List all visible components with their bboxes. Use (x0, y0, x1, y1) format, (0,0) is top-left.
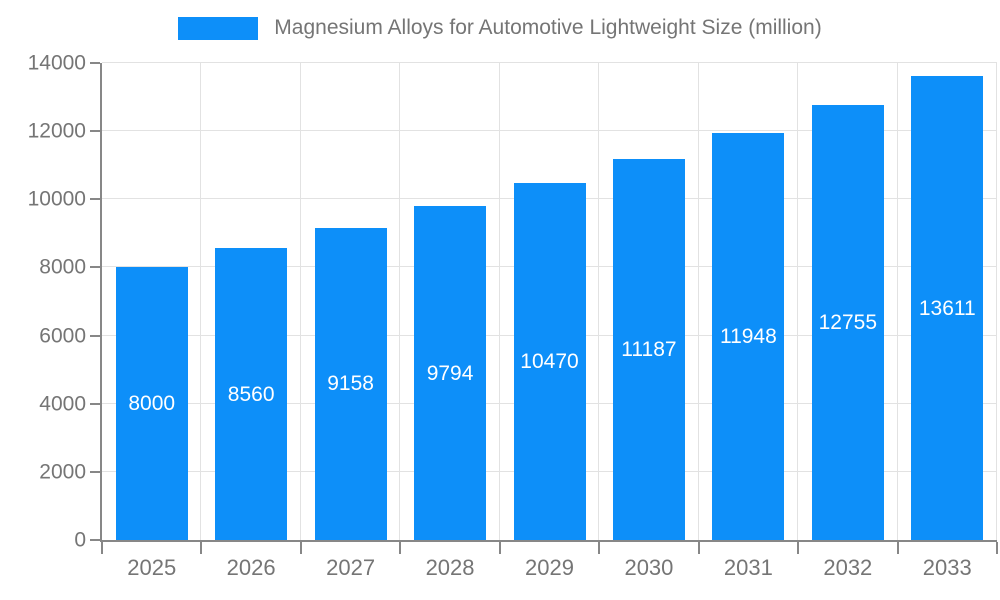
gridline-vertical (598, 63, 600, 540)
bar-2026: 8560 (215, 248, 288, 540)
y-axis-label: 4000 (39, 392, 86, 416)
x-axis-label: 2032 (823, 555, 873, 580)
gridline-vertical (996, 63, 997, 540)
bar-value-label: 12755 (818, 311, 878, 335)
bar-value-label: 11187 (621, 337, 677, 361)
y-axis-tick (90, 539, 100, 541)
x-axis-tick (697, 542, 700, 554)
y-axis-tick (90, 198, 100, 201)
legend-label: Magnesium Alloys for Automotive Lightwei… (274, 16, 822, 39)
gridline-vertical (498, 63, 500, 540)
bar-2032: 12755 (811, 105, 884, 540)
y-axis-label: 12000 (27, 119, 86, 143)
x-axis-label: 2025 (127, 555, 177, 580)
x-axis-label: 2029 (525, 555, 574, 580)
x-axis-label: 2031 (723, 555, 773, 580)
y-axis-tick (90, 130, 100, 133)
y-axis-label: 0 (74, 528, 86, 552)
bar-2030: 11187 (612, 158, 685, 540)
gridline-horizontal (102, 130, 997, 132)
gridline-vertical (299, 63, 301, 540)
y-axis-tick (90, 266, 100, 269)
bar-2025: 8000 (115, 267, 188, 540)
x-axis-tick (399, 542, 402, 554)
bar-value-label: 10470 (520, 350, 579, 374)
gridline-vertical (896, 63, 898, 540)
bar-2031: 11948 (712, 132, 785, 540)
bar-2028: 9794 (414, 206, 487, 540)
x-axis-label: 2026 (226, 555, 276, 580)
x-axis-label: 2028 (425, 555, 475, 580)
gridline-vertical (697, 63, 699, 540)
gridline-vertical (797, 63, 799, 540)
y-axis-tick (90, 334, 100, 337)
y-axis-tick (90, 62, 100, 64)
y-axis-label: 14000 (27, 51, 86, 75)
x-axis-tick (498, 542, 501, 554)
y-axis-tick (90, 470, 100, 473)
x-axis-tick (598, 542, 601, 554)
legend-swatch (178, 16, 259, 40)
bar-value-label: 9158 (327, 372, 374, 396)
x-axis-label: 2033 (922, 555, 972, 580)
bar-value-label: 11948 (719, 324, 777, 348)
x-axis-tick (200, 542, 203, 554)
bar-value-label: 13611 (918, 296, 976, 320)
gridline-horizontal (102, 62, 997, 63)
y-axis-label: 2000 (39, 460, 86, 484)
gridline-vertical (399, 63, 401, 540)
legend: Magnesium Alloys for Automotive Lightwei… (0, 16, 1000, 40)
x-axis-label: 2027 (326, 555, 376, 580)
y-axis-label: 8000 (39, 255, 86, 279)
bar-value-label: 9794 (426, 361, 474, 385)
x-axis-tick (797, 542, 800, 554)
x-axis-label: 2030 (624, 555, 674, 580)
bar-value-label: 8000 (128, 392, 176, 416)
x-axis-tick (996, 542, 998, 554)
bar-2033: 13611 (911, 76, 984, 540)
bar-2029: 10470 (513, 183, 586, 540)
y-axis-label: 10000 (27, 187, 86, 211)
x-axis-tick (299, 542, 302, 554)
gridline-vertical (200, 63, 202, 540)
bar-2027: 9158 (314, 227, 387, 540)
bar-value-label: 8560 (227, 382, 275, 406)
x-axis-tick (896, 542, 899, 554)
x-axis-tick (101, 542, 103, 554)
y-axis-label: 6000 (39, 324, 86, 348)
y-axis-tick (90, 402, 100, 405)
plot-area: 0 2000 4000 6000 8000 10000 12000 14000 8000 2025… (28, 53, 998, 579)
